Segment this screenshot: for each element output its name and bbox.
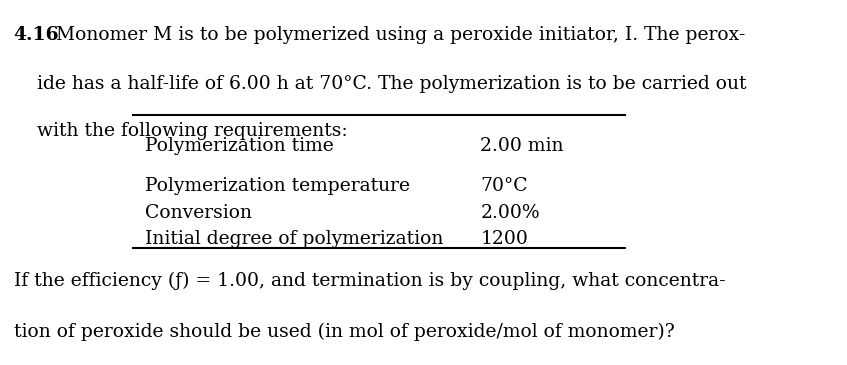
Text: 70°C: 70°C bbox=[480, 177, 528, 195]
Text: tion of peroxide should be used (in mol of peroxide/mol of monomer)?: tion of peroxide should be used (in mol … bbox=[14, 323, 674, 341]
Text: Conversion: Conversion bbox=[145, 204, 252, 222]
Text: 2.00 min: 2.00 min bbox=[480, 137, 564, 155]
Text: Initial degree of polymerization: Initial degree of polymerization bbox=[145, 230, 443, 248]
Text: Monomer M is to be polymerized using a peroxide initiator, I. The perox-: Monomer M is to be polymerized using a p… bbox=[50, 26, 745, 43]
Text: 1200: 1200 bbox=[480, 230, 529, 248]
Text: with the following requirements:: with the following requirements: bbox=[36, 122, 347, 140]
Text: Polymerization temperature: Polymerization temperature bbox=[145, 177, 410, 195]
Text: ide has a half-life of 6.00 h at 70°C. The polymerization is to be carried out: ide has a half-life of 6.00 h at 70°C. T… bbox=[36, 75, 746, 93]
Text: 4.16: 4.16 bbox=[14, 26, 59, 43]
Text: If the efficiency (ƒ) = 1.00, and termination is by coupling, what concentra-: If the efficiency (ƒ) = 1.00, and termin… bbox=[14, 272, 725, 290]
Text: 2.00%: 2.00% bbox=[480, 204, 540, 222]
Text: Polymerization time: Polymerization time bbox=[145, 137, 334, 155]
